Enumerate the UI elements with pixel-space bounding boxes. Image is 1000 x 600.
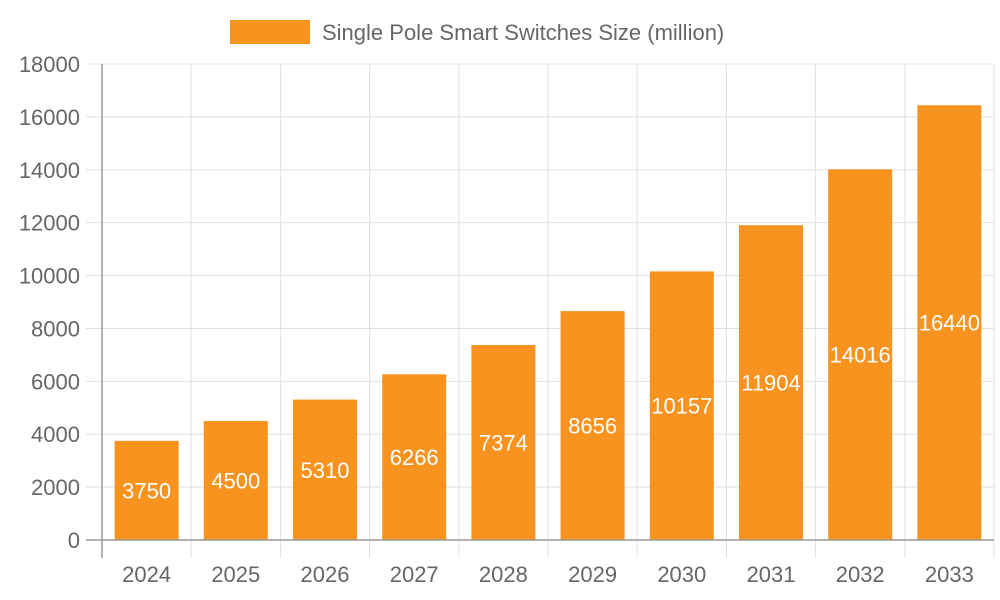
x-tick-label: 2029 [568,562,617,587]
x-tick-label: 2024 [122,562,171,587]
x-tick-label: 2031 [747,562,796,587]
legend-label: Single Pole Smart Switches Size (million… [322,20,724,45]
y-tick-label: 16000 [19,105,80,130]
bar [739,225,803,541]
bars: 3750 4500 5310 6266 7374 8656 10157 11904 14016 1… [114,105,982,541]
data-label: 6266 [390,445,439,470]
bar [114,440,179,540]
data-label: 7374 [479,430,528,455]
x-tick-label: 2033 [925,562,974,587]
data-label: 16440 [919,311,980,336]
y-tick-label: 2000 [31,475,80,500]
y-tick-label: 12000 [19,211,80,236]
data-label: 10157 [651,394,712,419]
y-tick-label: 8000 [31,316,80,341]
legend-swatch [230,20,310,44]
y-tick-label: 14000 [19,158,80,183]
x-tick-label: 2027 [390,562,439,587]
bar [293,399,357,540]
y-tick-label: 0 [68,528,80,553]
bar [649,271,714,540]
legend[interactable]: Single Pole Smart Switches Size (million… [230,20,724,45]
y-tick-label: 6000 [31,369,80,394]
bar [917,105,982,541]
data-label: 8656 [568,414,617,439]
x-tick-label: 2032 [836,562,885,587]
x-tick-label: 2026 [301,562,350,587]
data-label: 4500 [211,469,260,494]
data-label: 5310 [301,458,350,483]
data-label: 14016 [830,343,891,368]
bar [203,421,268,540]
bar [471,344,536,540]
axes: 0 2000 4000 6000 8000 10000 12000 14000 16000 180… [19,52,994,587]
x-tick-label: 2030 [657,562,706,587]
data-label: 3750 [122,478,171,503]
y-tick-label: 10000 [19,264,80,289]
bar [560,311,625,540]
x-tick-label: 2028 [479,562,528,587]
data-label: 11904 [741,371,801,396]
x-tick-label: 2025 [211,562,260,587]
y-tick-label: 4000 [31,422,80,447]
bar [382,374,447,540]
bar [828,169,893,540]
y-tick-label: 18000 [19,52,80,77]
